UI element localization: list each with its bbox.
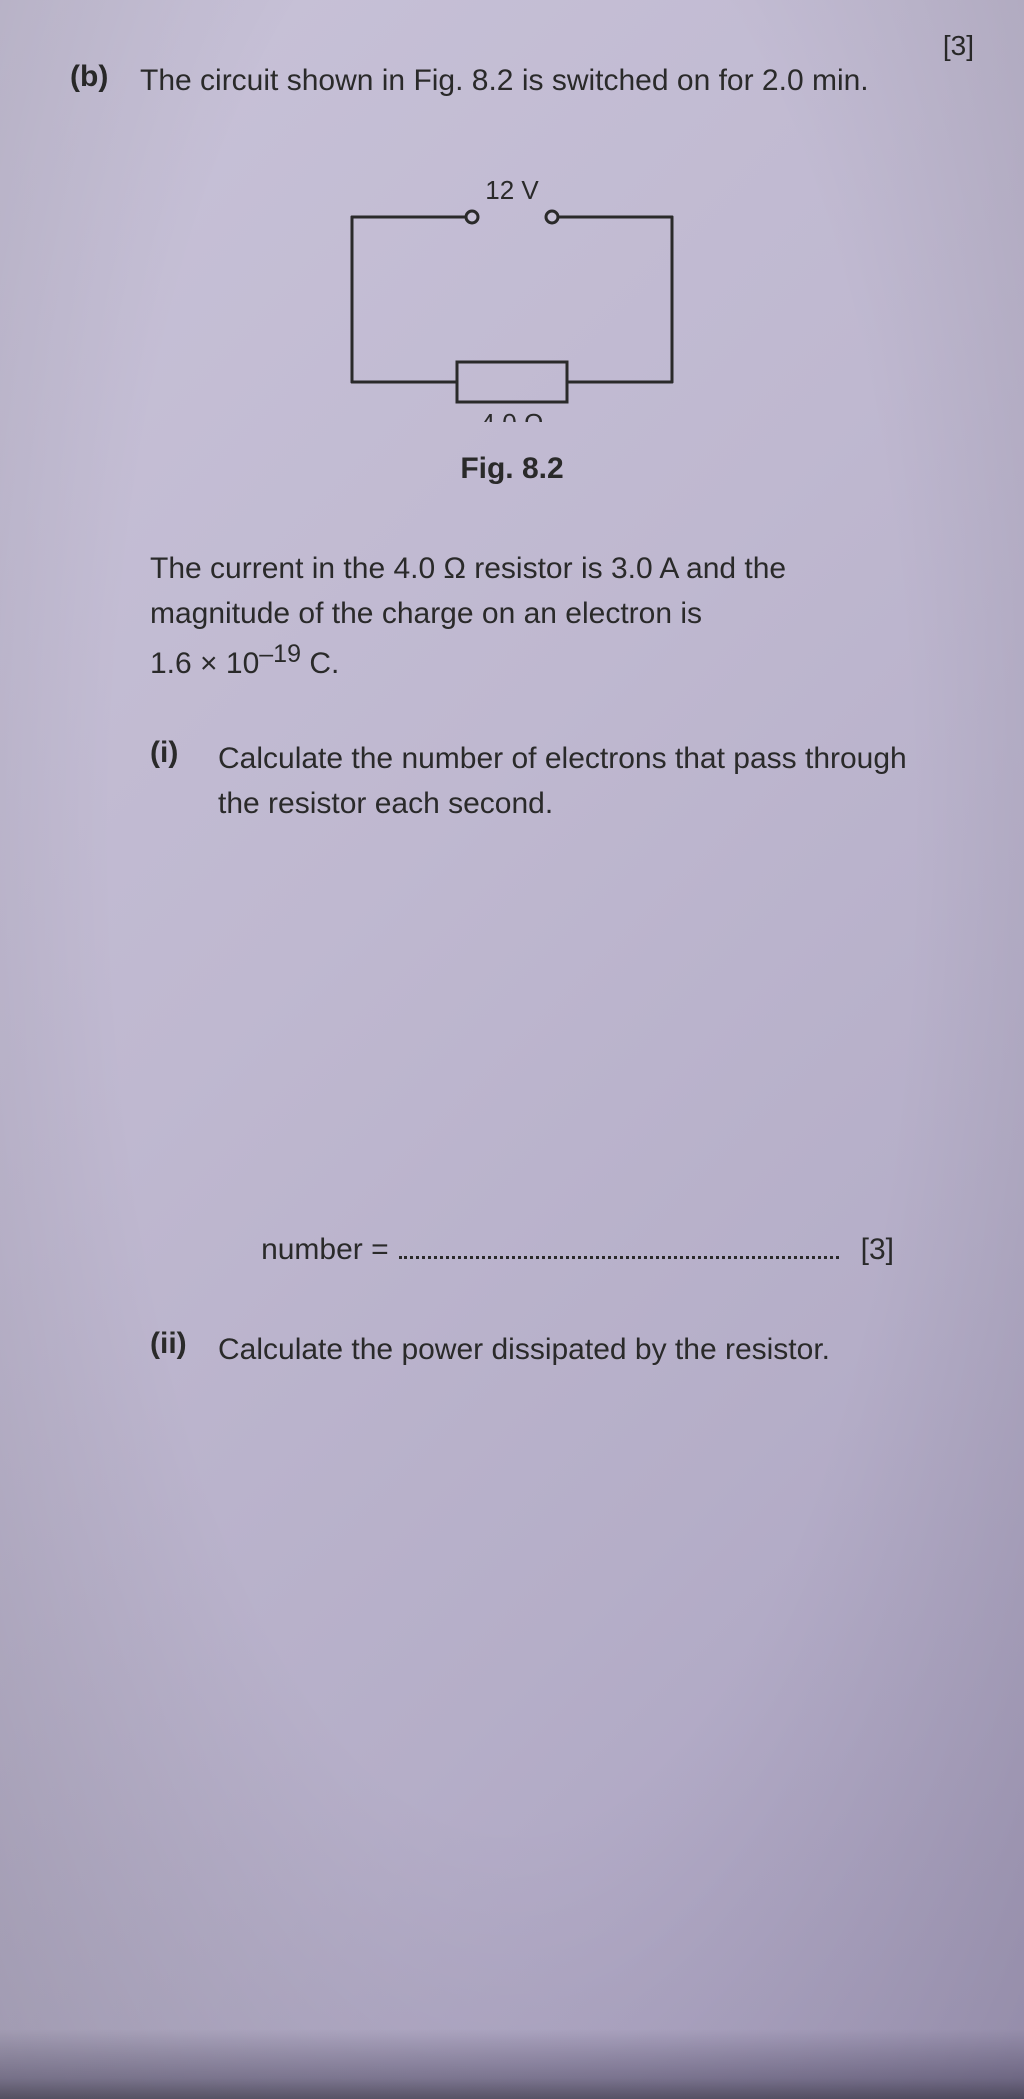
given-line-2-coeff: 1.6 × 10 [150,647,259,680]
sub-i-text: Calculate the number of electrons that p… [218,736,914,826]
answer-dotted-line [399,1226,839,1259]
given-line-2-exp: –19 [259,640,301,668]
part-b-text: The circuit shown in Fig. 8.2 is switche… [140,60,869,102]
answer-marks: [3] [861,1233,894,1267]
given-line-1: The current in the 4.0 Ω resistor is 3.0… [150,552,786,630]
sub-part-ii: (ii) Calculate the power dissipated by t… [150,1327,914,1372]
sub-ii-label: (ii) [150,1327,200,1361]
photo-bottom-shadow [0,2029,1024,2099]
part-b-label: (b) [70,60,120,94]
circuit-svg: 12 V 4.0 Ω [322,162,702,422]
answer-line-i: number = [3] [220,1226,894,1267]
answer-prefix: number = [261,1233,389,1267]
sub-part-i: (i) Calculate the number of electrons th… [150,736,914,826]
figure-caption: Fig. 8.2 [70,452,954,486]
given-values-text: The current in the 4.0 Ω resistor is 3.0… [150,546,914,686]
circuit-diagram: 12 V 4.0 Ω [70,162,954,422]
part-b-row: (b) The circuit shown in Fig. 8.2 is swi… [70,60,954,102]
svg-text:12 V: 12 V [485,175,539,205]
svg-text:4.0 Ω: 4.0 Ω [481,408,544,422]
sub-ii-text: Calculate the power dissipated by the re… [218,1327,830,1372]
given-line-2-unit: C. [301,647,339,680]
top-marks-fragment: [3] [943,30,974,62]
sub-i-label: (i) [150,736,200,770]
